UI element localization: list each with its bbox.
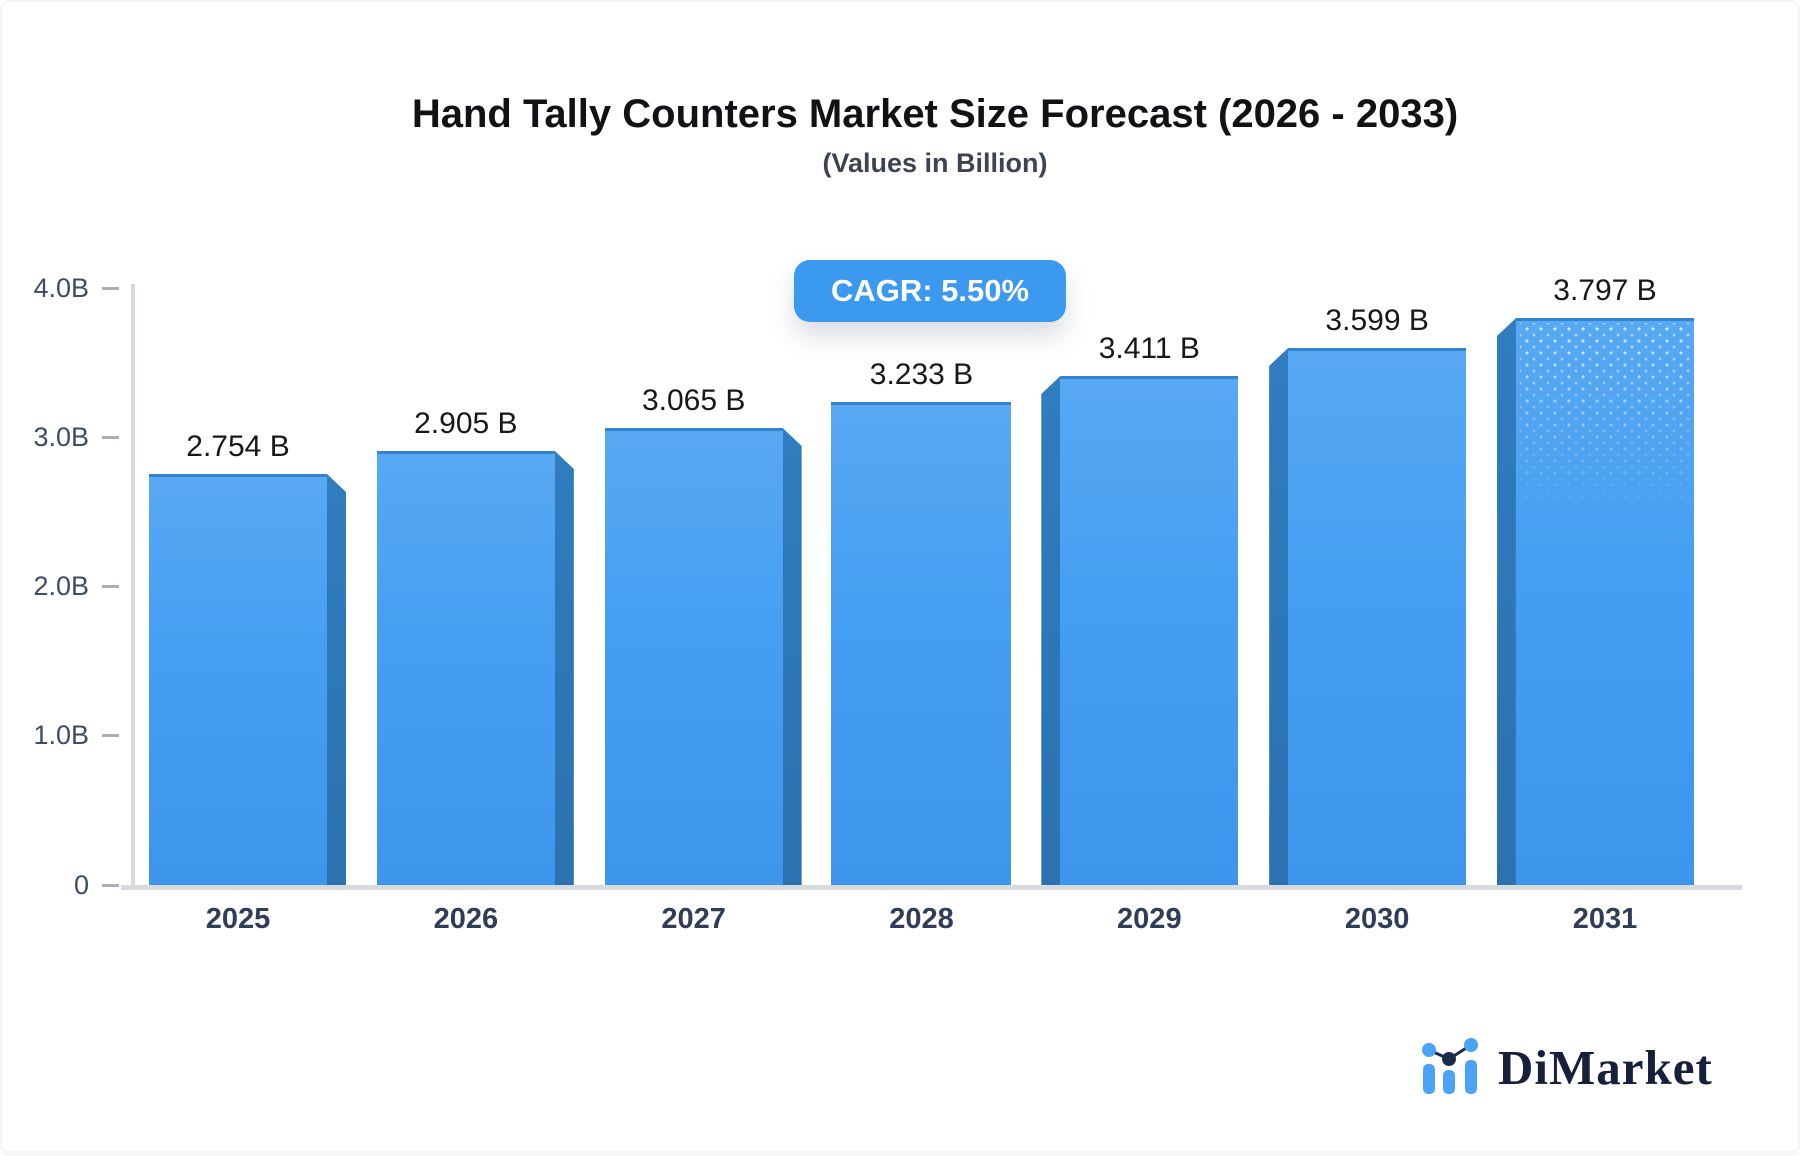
bar-value-label: 2.754 B	[186, 430, 290, 463]
bar[interactable]	[1288, 348, 1467, 885]
bar-3d-side	[1041, 376, 1061, 885]
y-axis-tick: 0	[0, 869, 119, 900]
bar-value-label: 3.797 B	[1553, 274, 1657, 307]
y-axis-tick: 3.0B	[0, 421, 119, 452]
bar[interactable]	[1515, 318, 1694, 885]
bar[interactable]	[376, 451, 555, 885]
bar-3d-side	[1496, 318, 1516, 885]
bar-value-label: 3.233 B	[869, 358, 974, 391]
bar[interactable]	[1060, 376, 1239, 885]
chart-subtitle: (Values in Billion)	[822, 148, 1048, 178]
y-axis-tick-mark	[102, 883, 119, 887]
brand-logo[interactable]: DiMarket	[1418, 1034, 1713, 1101]
bar-3d-side	[327, 474, 346, 885]
y-axis-tick-label: 3.0B	[33, 421, 89, 452]
y-axis-tick-mark	[102, 585, 119, 588]
y-axis-tick-mark	[102, 286, 119, 290]
y-axis-tick-label: 4.0B	[33, 272, 89, 303]
y-axis-tick-mark	[102, 435, 119, 439]
x-axis-category-label: 2028	[889, 903, 954, 935]
x-axis-category-label: 2031	[1572, 903, 1638, 935]
x-axis-category-label: 2029	[1117, 903, 1182, 935]
x-axis-category-label: 2030	[1344, 903, 1410, 935]
y-axis-tick: 2.0B	[0, 571, 119, 601]
y-axis-line	[131, 284, 135, 885]
brand-name: DiMarket	[1498, 1040, 1713, 1095]
bar-value-label: 3.065 B	[641, 384, 746, 417]
chart-title: Hand Tally Counters Market Size Forecast…	[411, 92, 1459, 136]
bar[interactable]	[831, 402, 1012, 885]
x-axis-category-label: 2025	[205, 903, 271, 935]
y-axis-tick-label: 0	[73, 869, 89, 900]
cagr-badge: CAGR: 5.50%	[793, 260, 1067, 322]
x-axis-category-label: 2026	[433, 903, 499, 935]
bar-3d-side	[1269, 348, 1289, 885]
bar-3d-side	[554, 451, 574, 885]
y-axis-tick-mark	[102, 734, 119, 738]
y-axis-tick: 4.0B	[0, 272, 119, 303]
bar-value-label: 3.599 B	[1325, 304, 1429, 337]
y-axis-tick-label: 2.0B	[33, 571, 89, 601]
y-axis-tick-label: 1.0B	[33, 720, 89, 751]
bar-3d-side	[782, 428, 802, 885]
x-axis-baseline	[121, 885, 1742, 890]
bar[interactable]	[604, 428, 783, 885]
x-axis-category-label: 2027	[661, 903, 726, 935]
bar[interactable]	[149, 474, 327, 885]
bar-value-label: 3.411 B	[1098, 332, 1200, 365]
y-axis-tick: 1.0B	[0, 720, 119, 751]
bar-value-label: 2.905 B	[414, 407, 518, 440]
bar-chart-logo-icon	[1418, 1034, 1484, 1101]
